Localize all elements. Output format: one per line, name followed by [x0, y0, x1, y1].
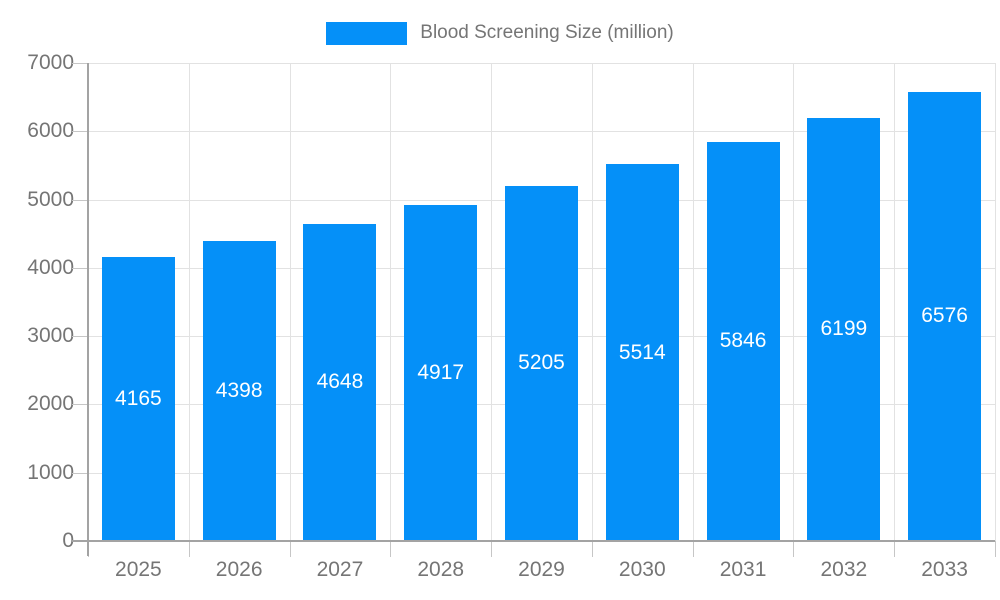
y-tick [72, 63, 88, 64]
x-tick-label: 2026 [215, 558, 263, 581]
y-tick [72, 131, 88, 133]
v-gridline [289, 63, 291, 541]
v-gridline [591, 63, 593, 541]
x-tick [894, 541, 896, 557]
bar: 5514 [605, 164, 679, 541]
x-tick [591, 541, 593, 557]
y-axis-labels: 0 1000 2000 3000 4000 5000 6000 7000 [0, 51, 74, 552]
v-gridline [390, 63, 392, 541]
bar-value-label: 4165 [115, 386, 162, 410]
legend-label: Blood Screening Size (million) [420, 22, 674, 43]
bar: 4398 [202, 240, 276, 541]
x-tick-label: 2031 [719, 558, 767, 581]
y-tick-label: 5000 [27, 187, 74, 211]
v-gridline [995, 63, 996, 541]
bar: 6576 [908, 91, 982, 541]
y-tick-label: 1000 [27, 460, 74, 484]
x-tick [188, 541, 190, 557]
y-tick-label: 0 [62, 529, 74, 552]
v-gridline [793, 63, 795, 541]
v-gridline [692, 63, 694, 541]
y-tick-label: 6000 [27, 119, 74, 143]
x-tick [289, 541, 291, 557]
x-tick-label: 2029 [518, 558, 565, 581]
bar-value-label: 5846 [719, 329, 767, 353]
bar: 4165 [101, 256, 175, 541]
y-tick-label: 3000 [27, 324, 74, 348]
x-tick-label: 2025 [115, 558, 162, 581]
legend: Blood Screening Size (million) [0, 21, 1000, 45]
x-axis-labels: 2025 2026 2027 2028 2029 2030 2031 2032 2033 [88, 558, 995, 586]
v-gridline [188, 63, 190, 541]
y-tick-label: 4000 [27, 255, 74, 279]
bar-value-label: 6199 [820, 317, 868, 341]
bar-value-label: 4917 [417, 361, 465, 385]
y-axis-line [87, 63, 89, 556]
y-tick [72, 472, 88, 474]
x-tick [692, 541, 694, 557]
v-gridline [491, 63, 493, 541]
y-tick [72, 267, 88, 269]
x-tick-label: 2027 [316, 558, 364, 581]
x-tick-label: 2028 [417, 558, 465, 581]
x-axis-line [72, 540, 995, 542]
v-gridline [894, 63, 896, 541]
y-tick [72, 404, 88, 406]
y-tick-label: 7000 [27, 51, 74, 74]
plot-area: 4165 4398 4648 4917 5205 5514 5846 6199 6576 [72, 63, 996, 557]
h-gridline [88, 63, 995, 64]
y-tick-label: 2000 [27, 392, 74, 416]
bar-value-label: 5514 [618, 340, 666, 364]
x-tick-label: 2033 [921, 558, 968, 581]
bar-value-label: 5205 [518, 351, 565, 375]
bar: 5846 [706, 141, 780, 541]
bar-value-label: 4648 [316, 370, 364, 394]
h-gridline [88, 131, 995, 133]
bar: 6199 [807, 117, 881, 541]
legend-swatch [326, 21, 408, 45]
y-tick [72, 199, 88, 201]
bar-value-label: 6576 [921, 304, 968, 328]
bar: 4917 [404, 205, 478, 541]
y-tick [72, 336, 88, 338]
bar-value-label: 4398 [215, 378, 263, 402]
bar: 4648 [303, 223, 377, 541]
x-tick-label: 2032 [820, 558, 868, 581]
x-tick-label: 2030 [618, 558, 666, 581]
x-tick [491, 541, 493, 557]
x-tick [995, 541, 996, 557]
bar: 5205 [505, 185, 578, 541]
x-tick [390, 541, 392, 557]
x-tick [793, 541, 795, 557]
